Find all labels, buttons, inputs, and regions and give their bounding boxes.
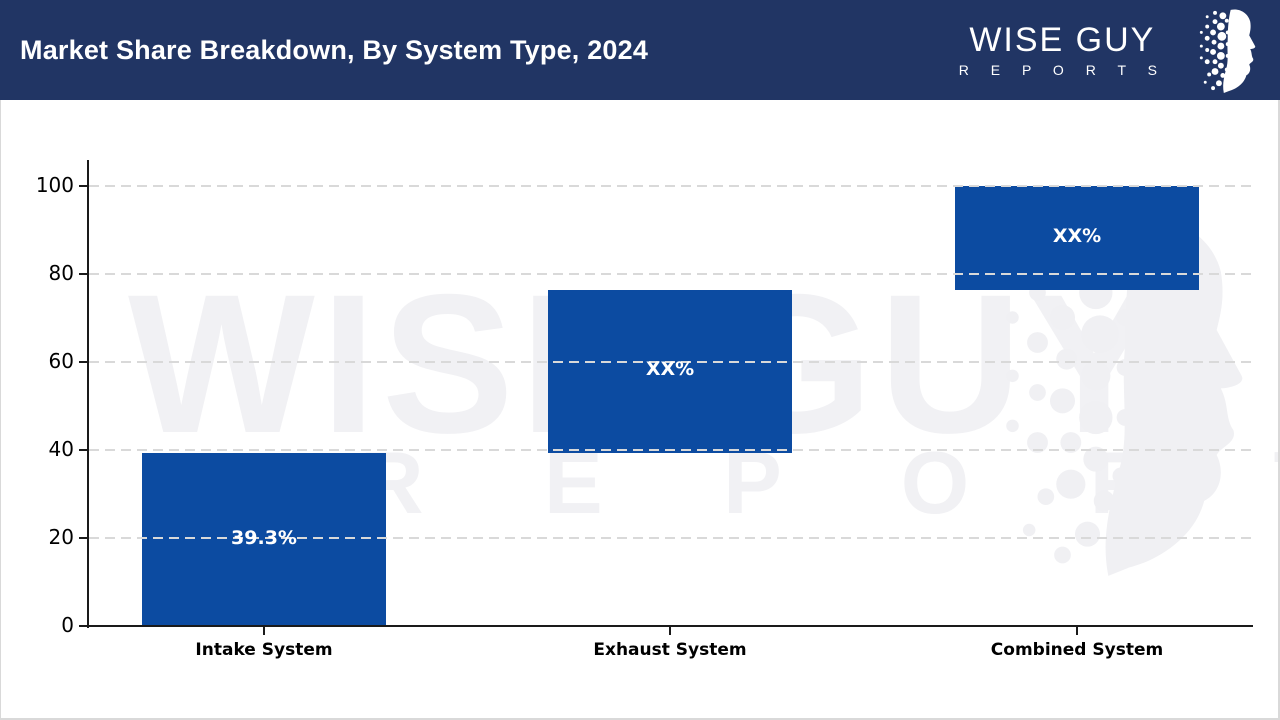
bar-value-label-0: 39.3% — [231, 526, 297, 549]
page-edge-left — [0, 100, 1, 720]
y-tick-label-40: 40 — [48, 437, 74, 461]
x-tick-1 — [669, 626, 671, 635]
gridline-60 — [89, 361, 1253, 363]
gridline-20 — [89, 537, 1253, 539]
x-tick-label-0: Intake System — [195, 640, 333, 660]
y-tick-label-80: 80 — [48, 261, 74, 285]
y-tick-20 — [79, 537, 88, 539]
bar-value-label-2: XX% — [1052, 224, 1102, 247]
y-tick-100 — [79, 185, 88, 187]
y-tick-80 — [79, 273, 88, 275]
bar-1 — [548, 289, 792, 454]
wise-guy-reports-logo: WISE GUY R E P O R T S — [959, 6, 1262, 94]
gridline-80 — [89, 273, 1253, 275]
x-tick-0 — [263, 626, 265, 635]
y-tick-label-0: 0 — [61, 613, 74, 637]
logo-head-icon — [1199, 9, 1256, 94]
watermark-subtitle: R E P O R T S — [360, 433, 1280, 532]
y-tick-label-60: 60 — [48, 349, 74, 373]
logo-text: WISE GUY R E P O R T S — [959, 23, 1166, 77]
x-tick-label-1: Exhaust System — [593, 640, 747, 660]
y-tick-40 — [79, 449, 88, 451]
gridline-40 — [89, 449, 1253, 451]
bar-0 — [142, 453, 386, 626]
logo-wordmark: WISE GUY — [969, 21, 1156, 59]
logo-subtitle: R E P O R T S — [958, 62, 1166, 78]
page-title: Market Share Breakdown, By System Type, … — [20, 34, 649, 65]
header-bar: Market Share Breakdown, By System Type, … — [0, 0, 1280, 100]
y-tick-0 — [79, 625, 88, 627]
y-tick-label-100: 100 — [35, 173, 74, 197]
x-tick-label-2: Combined System — [990, 640, 1164, 660]
x-tick-2 — [1076, 626, 1078, 635]
y-tick-60 — [79, 361, 88, 363]
gridline-100 — [89, 185, 1253, 187]
page-edge-right — [1278, 100, 1280, 720]
bar-value-label-1: XX% — [645, 358, 695, 381]
y-axis-line — [87, 160, 89, 628]
page-edge-bottom — [0, 718, 1280, 720]
y-tick-label-20: 20 — [48, 525, 74, 549]
